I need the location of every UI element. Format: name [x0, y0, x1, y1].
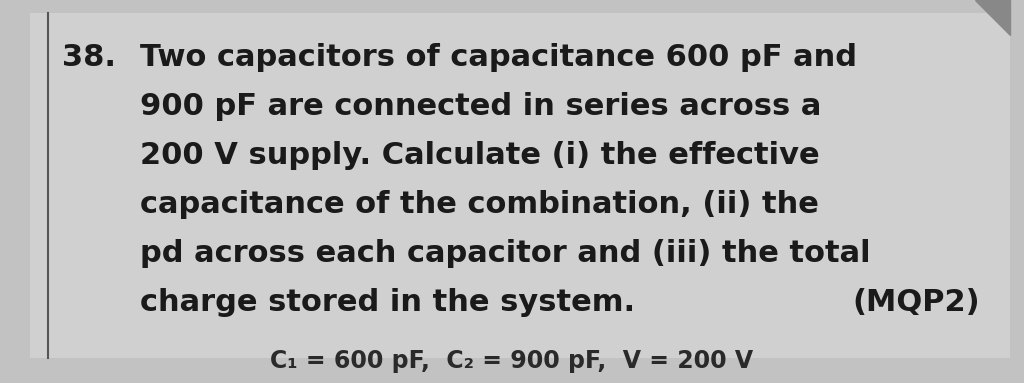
Text: 38.: 38. — [62, 43, 116, 72]
Text: 200 V supply. Calculate (i) the effective: 200 V supply. Calculate (i) the effectiv… — [140, 141, 819, 170]
Text: capacitance of the combination, (ii) the: capacitance of the combination, (ii) the — [140, 190, 819, 219]
Text: (MQP2): (MQP2) — [852, 288, 980, 317]
Polygon shape — [975, 0, 1010, 35]
Text: charge stored in the system.: charge stored in the system. — [140, 288, 635, 317]
Text: pd across each capacitor and (iii) the total: pd across each capacitor and (iii) the t… — [140, 239, 870, 268]
Text: 900 pF are connected in series across a: 900 pF are connected in series across a — [140, 92, 821, 121]
Text: C₁ = 600 pF,  C₂ = 900 pF,  V = 200 V: C₁ = 600 pF, C₂ = 900 pF, V = 200 V — [270, 349, 754, 373]
Text: Two capacitors of capacitance 600 pF and: Two capacitors of capacitance 600 pF and — [140, 43, 857, 72]
